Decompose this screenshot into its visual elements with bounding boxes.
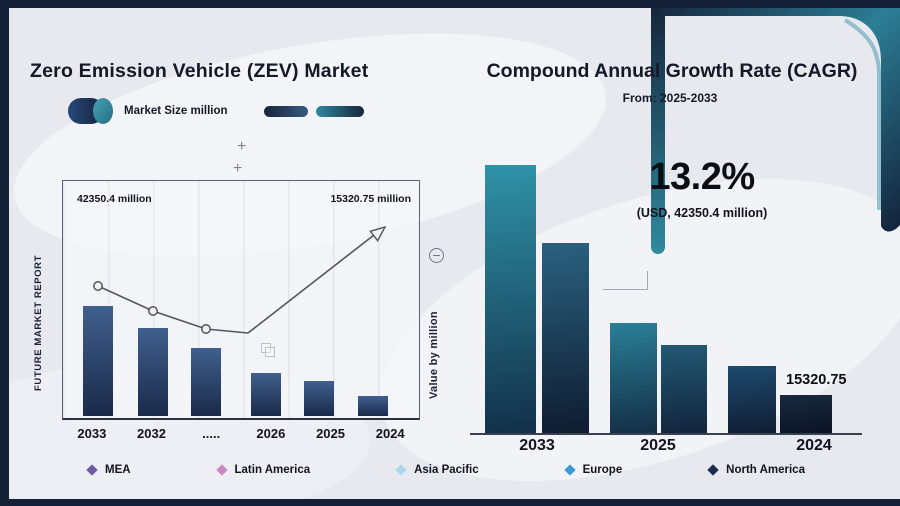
cagr-axis-line xyxy=(470,433,862,435)
legend-diamond-icon xyxy=(395,464,407,476)
left-axis-label: 2024 xyxy=(375,426,405,441)
value-by-million-label: Value by million xyxy=(428,311,440,399)
region-legend: MEA Latin America Asia Pacific Europe North … xyxy=(86,464,805,476)
legend-label: MEA xyxy=(105,464,131,476)
cylinder-icon xyxy=(68,98,113,124)
legend-item-asia-pacific: Asia Pacific xyxy=(395,464,479,476)
left-axis-label: 2025 xyxy=(316,426,345,441)
frame-bottom xyxy=(0,499,900,506)
cagr-title: Compound Annual Growth Rate (CAGR) xyxy=(486,60,858,82)
plus-icon: + xyxy=(233,160,243,177)
market-size-bar-2025 xyxy=(304,381,334,416)
legend-item-mea: MEA xyxy=(86,464,131,476)
left-axis-label: 2032 xyxy=(137,426,166,441)
legend-diamond-icon xyxy=(707,464,719,476)
legend-diamond-icon xyxy=(563,464,576,476)
left-axis-label: 2026 xyxy=(256,426,286,441)
market-size-legend: Market Size million xyxy=(62,94,364,128)
legend-label: Asia Pacific xyxy=(414,464,479,476)
cagr-note: (USD, 42350.4 million) xyxy=(636,206,768,220)
market-size-chart: 42350.4 million 15320.75 million xyxy=(62,180,420,420)
annotation-2024-value: 15320.75 million xyxy=(330,193,411,205)
cagr-value: 13.2% xyxy=(649,156,755,198)
decor-pill-navy xyxy=(263,105,308,117)
decor-pill-teal xyxy=(315,105,364,117)
market-size-bars xyxy=(63,181,419,418)
legend-label: Latin America xyxy=(234,464,311,476)
annotation-2033-value: 42350.4 million xyxy=(77,193,152,205)
left-axis-label: 2033 xyxy=(77,426,107,441)
legend-diamond-icon xyxy=(86,464,98,476)
legend-diamond-icon xyxy=(215,464,228,476)
market-size-bar-2032 xyxy=(138,328,168,416)
market-size-bar-2033 xyxy=(83,306,113,416)
market-size-bar- xyxy=(191,348,221,416)
plus-icon: + xyxy=(237,138,247,155)
frame-top xyxy=(0,0,900,8)
future-market-report-label: FUTURE MARKET REPORT xyxy=(33,254,44,392)
frame-left xyxy=(0,0,9,506)
decor-step-line xyxy=(603,271,648,290)
market-size-bar-2026 xyxy=(251,373,281,416)
left-axis-labels: 2033 2032..... 2026 2025 2024 xyxy=(62,426,420,441)
market-size-bar-2024 xyxy=(358,396,388,416)
cagr-2024-annotation: 15320.75 xyxy=(786,372,847,388)
cagr-subtitle: From: 2025-2033 xyxy=(622,91,718,105)
legend-label: North America xyxy=(726,464,805,476)
legend-label: Europe xyxy=(582,464,623,476)
decor-squares xyxy=(261,343,275,357)
left-title: Zero Emission Vehicle (ZEV) Market xyxy=(30,60,369,82)
legend-item-europe: Europe xyxy=(563,464,623,476)
circled-minus-icon xyxy=(429,248,444,263)
legend-item-latin-america: Latin America xyxy=(215,464,311,476)
legend-item-north-america: North America xyxy=(707,464,805,476)
left-axis-label: ..... xyxy=(202,426,221,441)
market-size-label: Market Size million xyxy=(124,105,228,117)
